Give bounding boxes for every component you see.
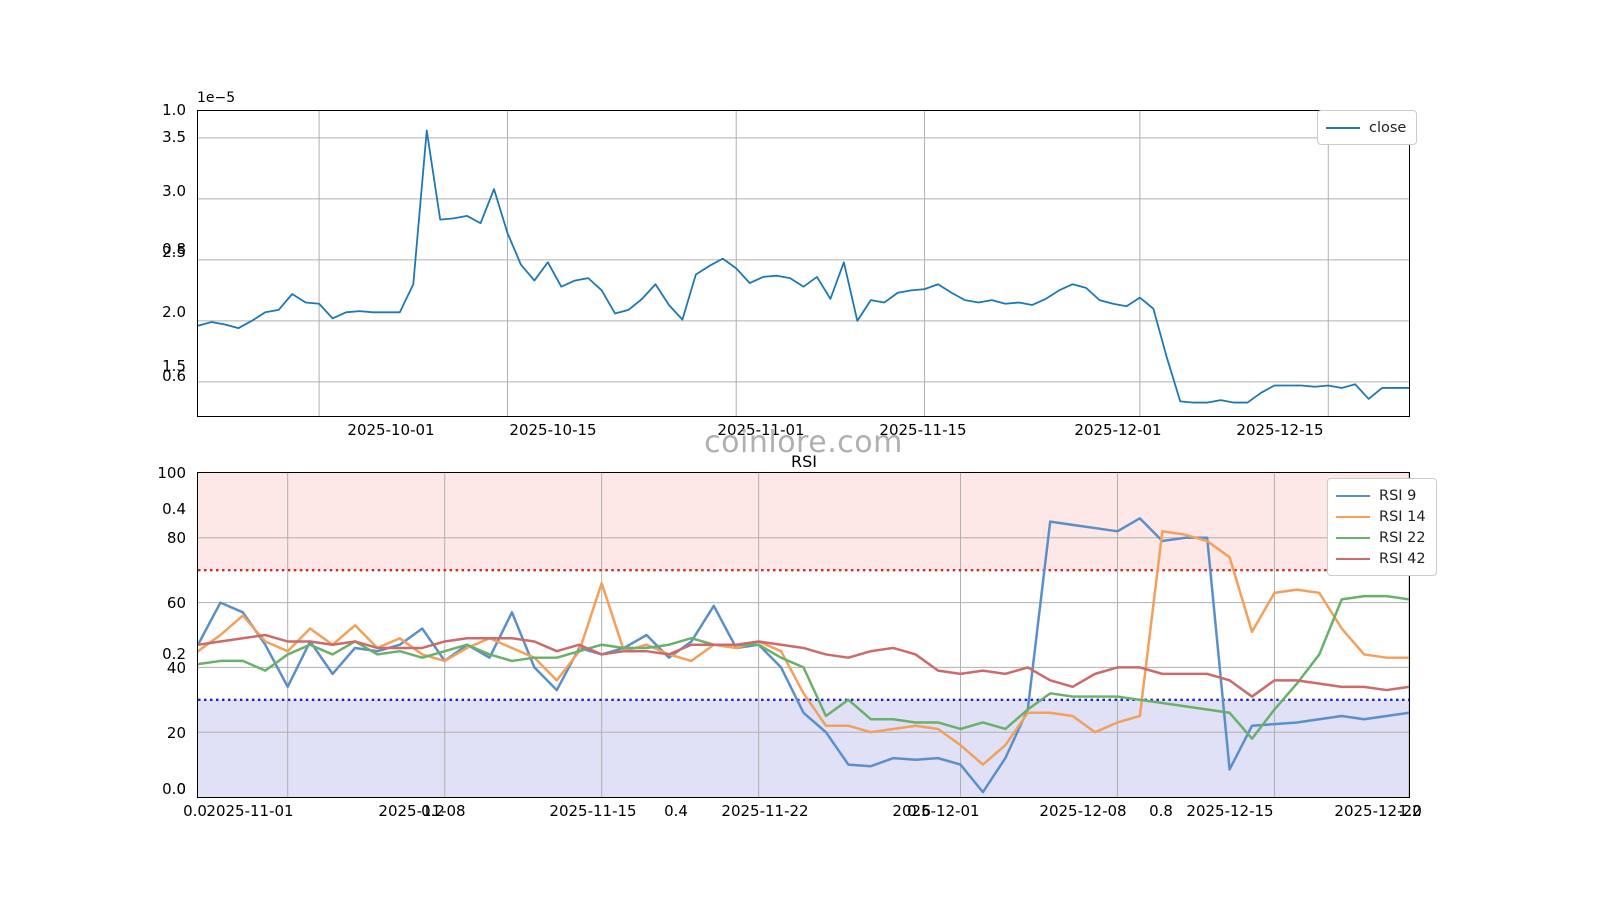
- price-legend: close: [1317, 110, 1418, 145]
- rsi-ytick-20: 20: [166, 724, 186, 742]
- rsi-band-oversold: [198, 699, 1409, 797]
- rsi-ytick-100: 100: [157, 464, 186, 482]
- rsi-series-rsi-22: [198, 594, 1409, 740]
- price-ytick-secondary-0-8: 0.8: [162, 240, 186, 258]
- rsi-xtick-secondary-0-6: 0.6: [907, 802, 931, 820]
- price-xtick-2025-10-01: 2025-10-01: [347, 421, 435, 439]
- price-series-close: [198, 129, 1409, 404]
- price-ytick-secondary-1-0: 1.0: [162, 101, 186, 119]
- price-ytick-2-0: 2.0: [162, 303, 186, 321]
- rsi-xtick-secondary-0-0: 0.0: [183, 802, 207, 820]
- legend-label-close: close: [1369, 119, 1407, 136]
- rsi-xtick-2025-12-01: 2025-12-01: [892, 802, 980, 820]
- legend-label-rsi-42: RSI 42: [1379, 550, 1426, 567]
- rsi-xtick-secondary-0-2: 0.2: [421, 802, 445, 820]
- legend-item-rsi-22[interactable]: RSI 22: [1336, 527, 1426, 548]
- rsi-ytick-60: 60: [166, 594, 186, 612]
- legend-item-rsi-9[interactable]: RSI 9: [1336, 485, 1426, 506]
- price-xtick-2025-12-01: 2025-12-01: [1074, 421, 1162, 439]
- legend-swatch-rsi-22: [1336, 536, 1370, 539]
- rsi-xtick-2025-12-15: 2025-12-15: [1186, 802, 1274, 820]
- price-ytick-2-5: 2.5: [162, 243, 186, 261]
- rsi-xtick-2025-12-22: 2025-12-22: [1334, 802, 1422, 820]
- legend-label-rsi-9: RSI 9: [1379, 487, 1417, 504]
- rsi-xtick-2025-11-15: 2025-11-15: [549, 802, 637, 820]
- rsi-ytick-secondary-0-4: 0.4: [162, 500, 186, 518]
- legend-swatch-close: [1326, 126, 1360, 129]
- rsi-ytick-40: 40: [166, 659, 186, 677]
- rsi-xtick-secondary-0-4: 0.4: [664, 802, 688, 820]
- rsi-ytick-0: 0: [176, 780, 186, 798]
- rsi-band-overbought: [198, 473, 1409, 571]
- rsi-chart-title-text: RSI: [791, 452, 817, 471]
- price-xtick-2025-12-15: 2025-12-15: [1236, 421, 1324, 439]
- rsi-xtick-2025-12-08: 2025-12-08: [1039, 802, 1127, 820]
- rsi-chart-axes: [197, 472, 1410, 798]
- price-xtick-2025-11-15: 2025-11-15: [879, 421, 967, 439]
- rsi-xtick-secondary-1-0: 1.0: [1398, 802, 1422, 820]
- legend-item-rsi-42[interactable]: RSI 42: [1336, 548, 1426, 569]
- legend-swatch-rsi-42: [1336, 557, 1370, 560]
- price-xtick-2025-11-01: 2025-11-01: [717, 421, 805, 439]
- price-ytick-secondary-0-6: 0.6: [162, 367, 186, 385]
- legend-swatch-rsi-14: [1336, 515, 1370, 518]
- rsi-ytick-secondary-0-0: 0.0: [162, 780, 186, 798]
- price-ytick-1-5: 1.5: [162, 357, 186, 375]
- legend-item-close[interactable]: close: [1326, 117, 1406, 138]
- price-plot: [198, 111, 1409, 416]
- legend-label-rsi-22: RSI 22: [1379, 529, 1426, 546]
- price-chart-axes: [197, 110, 1410, 417]
- price-ytick-3-5: 3.5: [162, 128, 186, 146]
- rsi-xtick-2025-11-22: 2025-11-22: [721, 802, 809, 820]
- legend-label-rsi-14: RSI 14: [1379, 508, 1426, 525]
- legend-swatch-rsi-9: [1336, 494, 1370, 497]
- rsi-chart-title: RSI: [0, 452, 1600, 471]
- rsi-xtick-secondary-0-8: 0.8: [1149, 802, 1173, 820]
- rsi-plot: [198, 473, 1409, 797]
- price-offset-exponent: 1e−5: [197, 90, 236, 106]
- rsi-series-rsi-14: [198, 530, 1409, 766]
- price-ytick-3-0: 3.0: [162, 182, 186, 200]
- rsi-ytick-secondary-0-2: 0.2: [162, 645, 186, 663]
- price-xtick-2025-10-15: 2025-10-15: [509, 421, 597, 439]
- legend-item-rsi-14[interactable]: RSI 14: [1336, 506, 1426, 527]
- rsi-xtick-2025-11-01: 2025-11-01: [206, 802, 294, 820]
- rsi-xtick-2025-11-08: 2025-11-08: [378, 802, 466, 820]
- rsi-legend: RSI 9 RSI 14 RSI 22 RSI 42: [1327, 478, 1437, 576]
- rsi-series-rsi-9: [198, 517, 1409, 794]
- rsi-ytick-80: 80: [166, 529, 186, 547]
- rsi-series-rsi-42: [198, 633, 1409, 698]
